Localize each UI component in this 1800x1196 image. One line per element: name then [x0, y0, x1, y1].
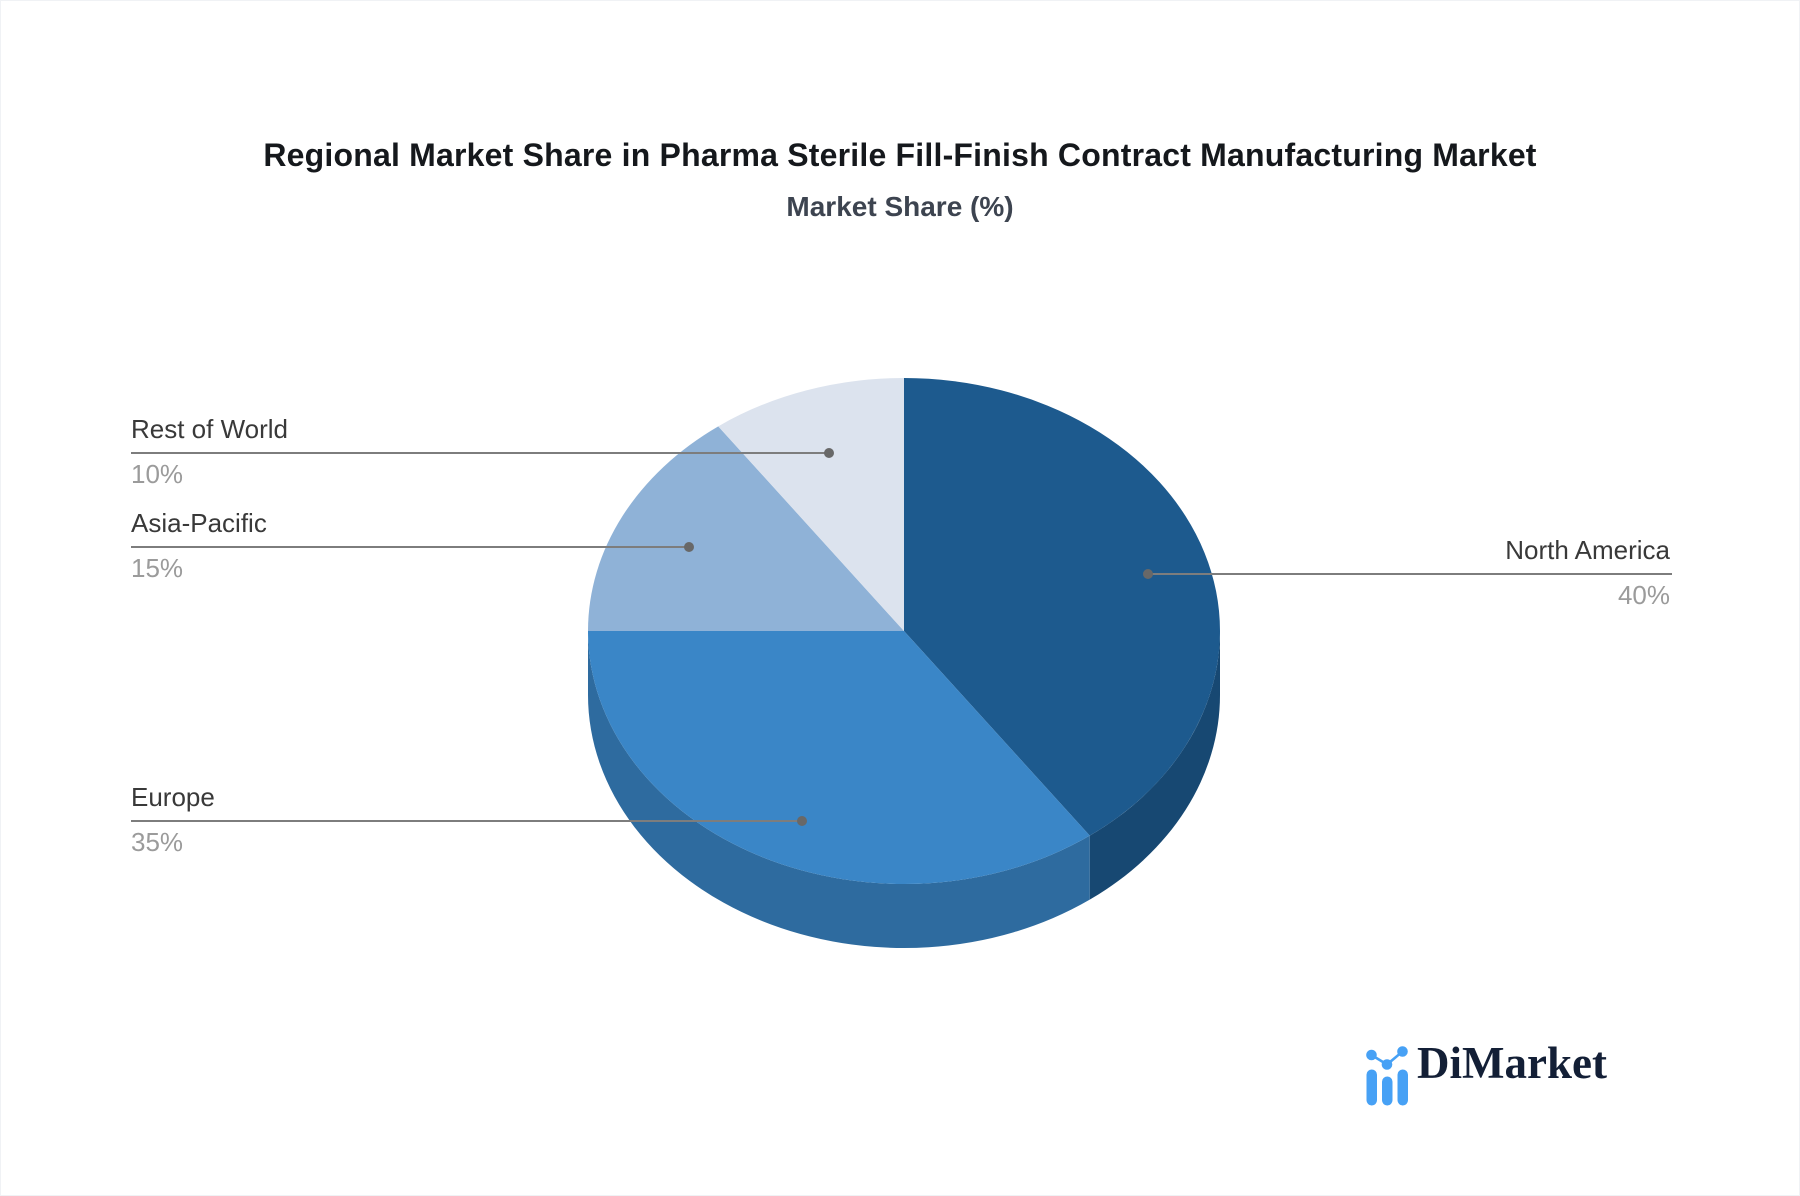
- slice-value: 40%: [1617, 580, 1670, 610]
- slice-value: 35%: [131, 827, 184, 857]
- bar-line-chart-icon: [1366, 1046, 1408, 1106]
- pie-slice-rest-of-world: [718, 378, 904, 631]
- leader-dot-europe: [797, 816, 807, 826]
- callout-value-europe: 35%: [131, 827, 183, 857]
- leader-dot-rest-of-world: [824, 448, 834, 458]
- slice-label: North America: [1505, 535, 1670, 565]
- callout-label-rest-of-world: Rest of World: [131, 414, 288, 444]
- pie-slice-side-europe: [588, 631, 1090, 948]
- callout-value-north-america: 40%: [1618, 580, 1670, 610]
- slice-label: Europe: [131, 782, 215, 812]
- slice-value: 10%: [131, 459, 184, 489]
- pie-slice-side-north-america: [1089, 631, 1220, 900]
- slice-value: 15%: [131, 553, 184, 583]
- chart-title: Regional Market Share in Pharma Sterile …: [263, 137, 1537, 173]
- callout-value-asia-pacific: 15%: [131, 553, 183, 583]
- callout-label-asia-pacific: Asia-Pacific: [131, 508, 267, 538]
- pie-slice-asia-pacific: [588, 426, 904, 631]
- callout-label-europe: Europe: [131, 782, 215, 812]
- brand-logo-text: DiMarket: [1417, 1038, 1607, 1088]
- leader-dot-north-america: [1143, 569, 1153, 579]
- leader-dot-asia-pacific: [684, 542, 694, 552]
- pie-slice-north-america: [904, 378, 1220, 836]
- slice-label: Rest of World: [131, 414, 289, 444]
- callout-label-north-america: North America: [1505, 535, 1670, 565]
- slice-label: Asia-Pacific: [131, 508, 267, 538]
- chart-subtitle: Market Share (%): [786, 191, 1014, 222]
- callout-value-rest-of-world: 10%: [131, 459, 183, 489]
